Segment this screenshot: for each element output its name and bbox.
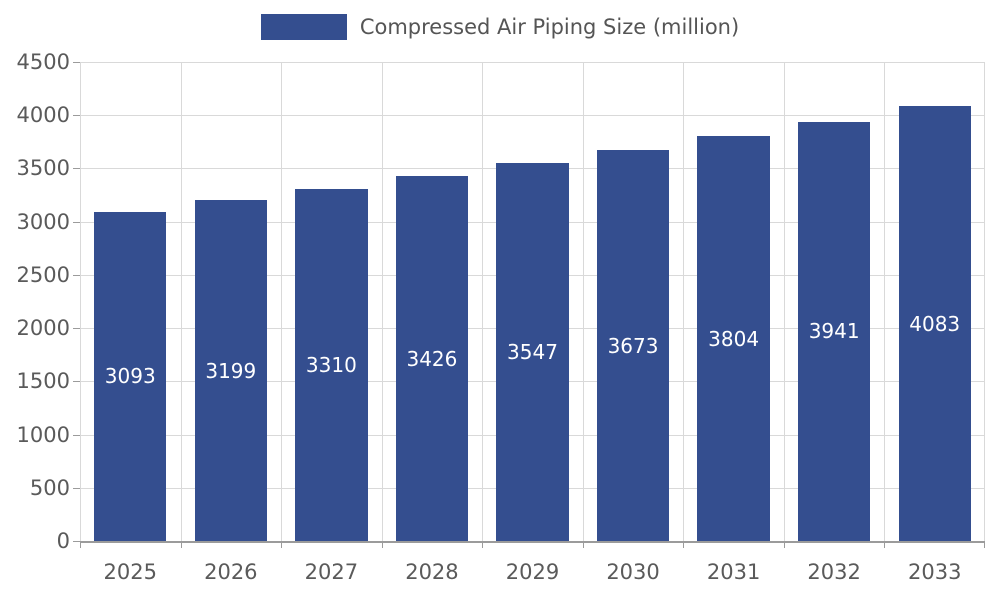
bar-value-label: 3673	[607, 333, 659, 358]
y-tick-label: 3000	[16, 209, 70, 234]
x-tick-label: 2028	[405, 560, 459, 584]
x-tick-label: 2029	[505, 560, 560, 584]
gridline-vertical	[884, 62, 886, 541]
x-axis-tick	[281, 543, 283, 548]
y-axis-tick	[73, 274, 80, 276]
x-axis-tick	[180, 543, 182, 548]
x-tick-label: 2033	[907, 560, 962, 584]
bar: 3199	[194, 200, 268, 541]
x-tick-label: 2025	[103, 560, 157, 584]
bar-value-label: 3804	[708, 326, 760, 351]
gridline-vertical	[281, 62, 283, 541]
y-tick-label: 3500	[16, 156, 70, 181]
bar: 3941	[797, 121, 871, 541]
x-tick-label: 2027	[304, 560, 359, 584]
gridline-vertical	[180, 62, 182, 541]
bar-value-label: 3093	[104, 364, 156, 389]
bar: 3547	[496, 163, 569, 541]
y-tick-label: 4000	[16, 103, 70, 128]
gridline-vertical	[984, 62, 985, 541]
bar: 3310	[295, 188, 368, 541]
y-axis-tick	[73, 221, 80, 223]
x-tick-label: 2030	[606, 560, 660, 584]
y-tick-label: 4500	[16, 50, 70, 74]
bar: 3673	[596, 150, 670, 541]
x-axis-tick	[884, 543, 886, 548]
y-tick-label: 1500	[16, 369, 70, 394]
x-axis-tick	[582, 543, 584, 548]
bar: 4083	[898, 106, 971, 541]
legend-swatch	[260, 14, 347, 40]
bar-value-label: 3941	[808, 319, 860, 344]
gridline-vertical	[783, 62, 785, 541]
y-axis-tick	[73, 328, 80, 330]
y-tick-label: 500	[29, 475, 70, 500]
bar: 3093	[94, 211, 167, 541]
gridline-vertical	[683, 62, 685, 541]
gridline-horizontal	[80, 115, 985, 117]
y-axis-tick	[73, 434, 80, 436]
bar-value-label: 3199	[205, 358, 257, 383]
y-axis-tick	[73, 541, 80, 542]
gridline-vertical	[482, 62, 484, 541]
legend[interactable]: Compressed Air Piping Size (million)	[0, 14, 1000, 40]
gridline-vertical	[80, 62, 81, 541]
x-tick-label: 2032	[807, 560, 861, 584]
y-tick-label: 0	[56, 529, 70, 553]
bar-value-label: 3426	[406, 346, 458, 371]
y-axis-tick	[73, 487, 80, 489]
x-axis-tick	[783, 543, 785, 548]
y-tick-label: 2000	[16, 316, 70, 341]
y-axis-tick	[73, 115, 80, 117]
x-tick-label: 2031	[706, 560, 761, 584]
y-axis-tick	[73, 381, 80, 383]
x-axis-tick	[381, 543, 383, 548]
gridline-vertical	[381, 62, 383, 541]
x-axis-tick	[984, 543, 985, 548]
x-axis-tick	[683, 543, 685, 548]
y-tick-label: 2500	[16, 262, 70, 287]
bar-value-label: 3310	[305, 352, 357, 377]
bar-value-label: 3547	[507, 340, 558, 365]
x-axis-tick	[482, 543, 484, 548]
gridline-vertical	[582, 62, 584, 541]
x-axis-tick	[80, 543, 81, 548]
bar-value-label: 4083	[909, 311, 961, 336]
y-axis-tick	[73, 168, 80, 170]
bar: 3426	[395, 176, 469, 541]
bar: 3804	[697, 136, 770, 541]
y-tick-label: 1000	[16, 422, 70, 447]
x-tick-label: 2026	[204, 560, 258, 584]
gridline-horizontal	[80, 62, 985, 63]
legend-label: Compressed Air Piping Size (million)	[359, 15, 740, 39]
y-axis-tick	[73, 62, 80, 63]
plot-area: 3093 3199 3310 3426 3547 3673 3804 3941 4083	[73, 62, 985, 548]
